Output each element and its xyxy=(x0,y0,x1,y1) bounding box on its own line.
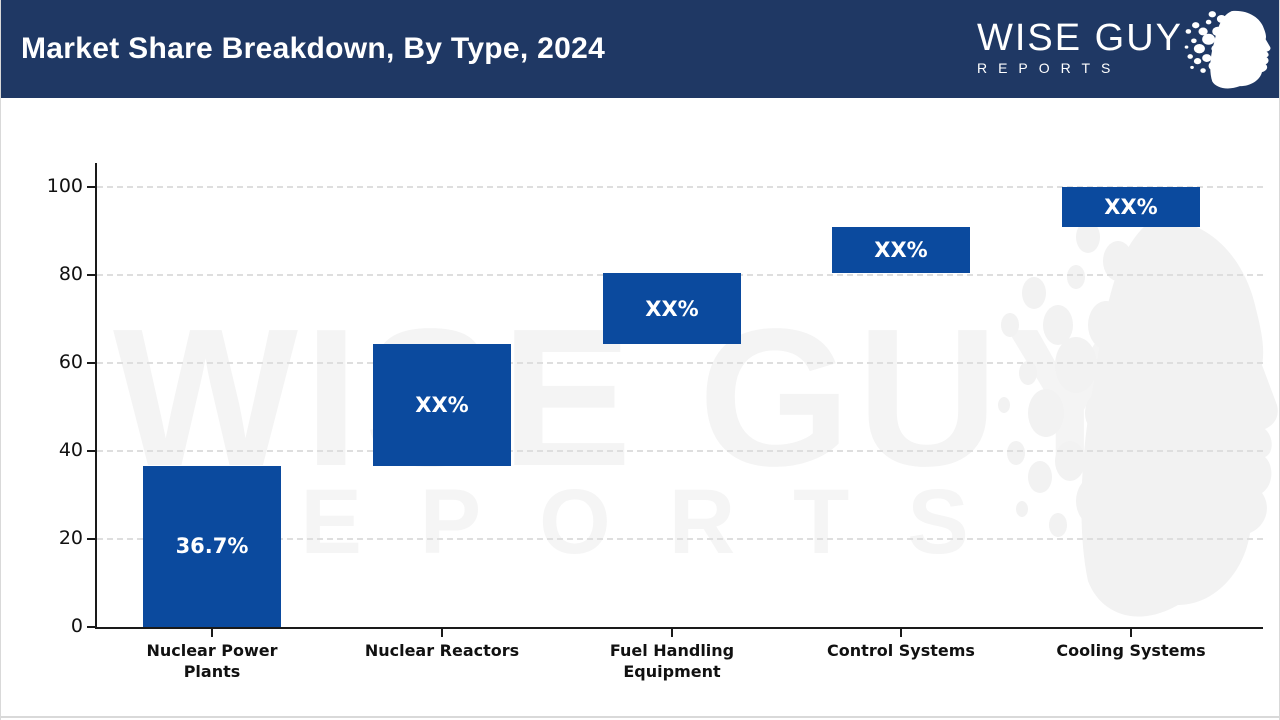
category-label-nuclear-reactors: Nuclear Reactors xyxy=(364,641,520,660)
category-label-nuclear-power-plants: Nuclear Power Plants xyxy=(146,641,278,681)
y-tick-mark-80 xyxy=(87,274,95,276)
y-tick-mark-100 xyxy=(87,186,95,188)
y-tick-mark-0 xyxy=(87,626,95,628)
gridline-y-60 xyxy=(97,362,1263,364)
x-axis-line xyxy=(95,627,1263,629)
x-tick-mark-nuclear-power-plants xyxy=(211,629,213,637)
logo-reports-label: REPORTS xyxy=(976,60,1122,76)
logo-text: WISE GUY REPORTS xyxy=(977,18,1183,76)
gridline-y-20 xyxy=(97,538,1263,540)
category-label-cooling-systems: Cooling Systems xyxy=(1056,641,1206,660)
bar-value-label-nuclear-power-plants: 36.7% xyxy=(175,534,249,559)
watermark-reports-text: REPORTS xyxy=(176,471,1027,573)
bar-nuclear-power-plants: 36.7% xyxy=(143,465,281,627)
y-tick-label-80: 80 xyxy=(58,263,83,285)
header-bar: Market Share Breakdown, By Type, 2024 WI… xyxy=(1,0,1279,98)
bar-value-label-fuel-handling-equipment: XX% xyxy=(645,296,699,321)
bar-fuel-handling-equipment: XX% xyxy=(603,273,741,345)
category-label-control-systems: Control Systems xyxy=(827,641,975,660)
bar-cooling-systems: XX% xyxy=(1062,187,1200,228)
bar-value-label-control-systems: XX% xyxy=(874,238,928,263)
y-axis-line xyxy=(95,163,97,629)
logo-wiseguy-label: WISE GUY xyxy=(976,17,1183,59)
y-tick-label-0: 0 xyxy=(70,615,83,637)
watermark-face-icon xyxy=(998,219,1278,617)
y-tick-label-60: 60 xyxy=(58,351,83,373)
y-tick-label-20: 20 xyxy=(58,527,83,549)
category-label-fuel-handling-equipment: Fuel Handling Equipment xyxy=(609,641,735,681)
bar-nuclear-reactors: XX% xyxy=(373,344,511,466)
x-tick-mark-nuclear-reactors xyxy=(441,629,443,637)
bar-value-label-nuclear-reactors: XX% xyxy=(415,392,469,417)
y-tick-mark-60 xyxy=(87,362,95,364)
chart-title: Market Share Breakdown, By Type, 2024 xyxy=(21,32,606,65)
bar-value-label-cooling-systems: XX% xyxy=(1104,195,1158,220)
y-tick-mark-20 xyxy=(87,538,95,540)
wiseguy-logo: WISE GUY REPORTS xyxy=(977,6,1273,94)
gridline-y-40 xyxy=(97,450,1263,452)
x-tick-mark-cooling-systems xyxy=(1130,629,1132,637)
x-tick-mark-control-systems xyxy=(900,629,902,637)
bottom-divider xyxy=(1,716,1279,718)
gridline-y-100 xyxy=(97,186,1263,188)
bar-control-systems: XX% xyxy=(832,227,970,274)
y-tick-mark-40 xyxy=(87,450,95,452)
y-tick-label-40: 40 xyxy=(58,439,83,461)
wiseguy-face-logo-icon xyxy=(1184,10,1271,89)
y-tick-label-100: 100 xyxy=(46,175,83,197)
x-tick-mark-fuel-handling-equipment xyxy=(671,629,673,637)
